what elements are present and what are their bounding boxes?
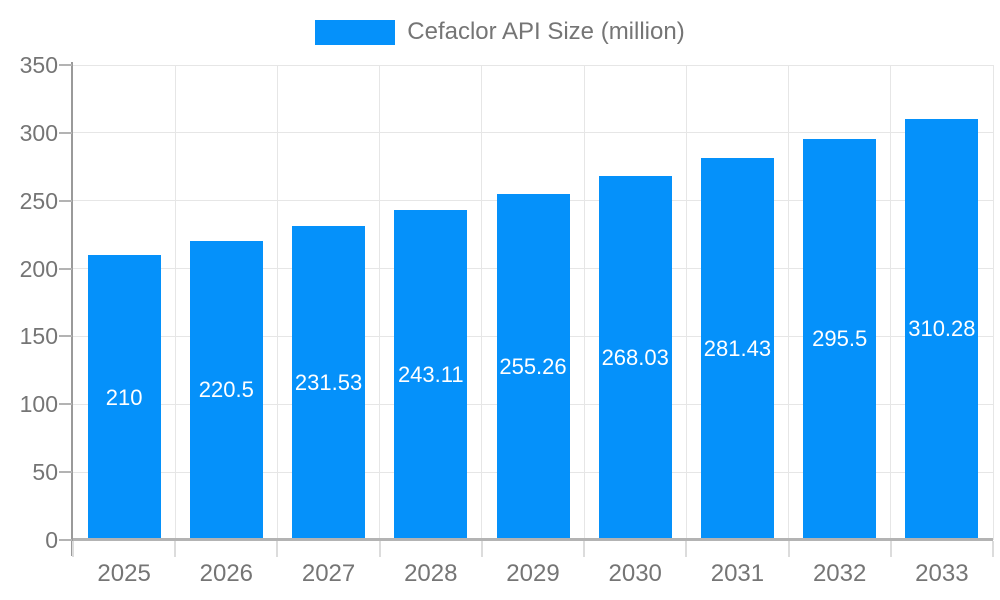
x-axis-label: 2025 — [97, 560, 151, 587]
x-axis-tick — [174, 541, 177, 557]
x-axis-label: 2027 — [301, 560, 356, 587]
y-axis-label: 150 — [19, 323, 58, 350]
bar-value-label: 231.53 — [294, 369, 363, 395]
vertical-gridline — [276, 65, 278, 540]
y-axis-label: 100 — [19, 391, 58, 418]
vertical-gridline — [788, 65, 790, 540]
chart-legend[interactable]: Cefaclor API Size (million) — [0, 18, 1000, 46]
y-axis-tick — [59, 131, 72, 134]
bar-value-label: 281.43 — [703, 336, 772, 362]
y-axis-tick — [59, 335, 72, 338]
x-axis-tick — [685, 541, 688, 557]
y-axis-label: 350 — [19, 52, 58, 78]
x-axis-tick — [889, 541, 892, 557]
y-axis-line — [71, 62, 73, 556]
horizontal-gridline — [73, 132, 993, 134]
x-axis-tick — [480, 541, 483, 557]
legend-label: Cefaclor API Size (million) — [407, 18, 685, 45]
bar-2033[interactable] — [905, 118, 979, 540]
vertical-gridline — [379, 65, 381, 540]
x-axis-label: 2032 — [812, 560, 867, 587]
bar-2027[interactable] — [292, 225, 366, 540]
bar-2030[interactable] — [598, 176, 672, 540]
x-axis-tick — [583, 541, 586, 557]
x-axis-tick — [787, 541, 790, 557]
vertical-gridline — [890, 65, 892, 540]
x-axis-tick — [276, 541, 279, 557]
y-axis-tick — [59, 539, 72, 541]
bar-2029[interactable] — [496, 193, 570, 540]
y-axis-label: 0 — [45, 527, 58, 553]
y-axis-label: 300 — [19, 119, 58, 146]
x-axis-label: 2029 — [506, 560, 560, 587]
x-axis-label: 2028 — [404, 560, 458, 587]
bar-value-label: 210 — [105, 384, 143, 410]
y-axis-label: 200 — [19, 255, 58, 282]
bar-value-label: 310.28 — [908, 316, 976, 342]
bar-value-label: 295.5 — [812, 326, 868, 352]
bar-2026[interactable] — [189, 240, 263, 540]
plot-area: 210 220.5 231.53 243.11 255.26 268.03 281.43 29… — [73, 64, 994, 540]
x-axis-label: 2030 — [608, 560, 662, 587]
vertical-gridline — [583, 65, 585, 540]
x-axis-tick — [72, 541, 74, 557]
bar-value-label: 220.5 — [198, 377, 254, 403]
x-axis-tick — [992, 541, 994, 557]
legend-swatch — [315, 19, 396, 45]
horizontal-gridline — [73, 64, 993, 66]
x-axis-label: 2026 — [199, 560, 254, 587]
bar-value-label: 255.26 — [499, 353, 567, 379]
vertical-gridline — [481, 65, 483, 540]
x-axis-tick — [378, 541, 381, 557]
y-axis-tick — [59, 267, 72, 270]
y-axis-tick — [59, 471, 72, 474]
y-axis-tick — [59, 199, 72, 202]
x-axis-label: 2033 — [915, 560, 969, 587]
vertical-gridline — [174, 65, 176, 540]
y-axis-label: 250 — [19, 187, 58, 214]
x-axis-label: 2031 — [710, 560, 765, 587]
x-axis-line — [73, 538, 993, 541]
bar-2032[interactable] — [803, 138, 877, 540]
bar-2028[interactable] — [394, 210, 468, 540]
y-axis-tick — [59, 64, 72, 66]
vertical-gridline — [992, 65, 994, 540]
vertical-gridline — [685, 65, 687, 540]
bar-value-label: 268.03 — [601, 345, 669, 371]
y-axis-tick — [59, 403, 72, 406]
bar-value-label: 243.11 — [397, 362, 464, 388]
y-axis-label: 50 — [32, 459, 58, 486]
bar-2031[interactable] — [700, 158, 774, 540]
bar-2025[interactable] — [87, 255, 161, 540]
